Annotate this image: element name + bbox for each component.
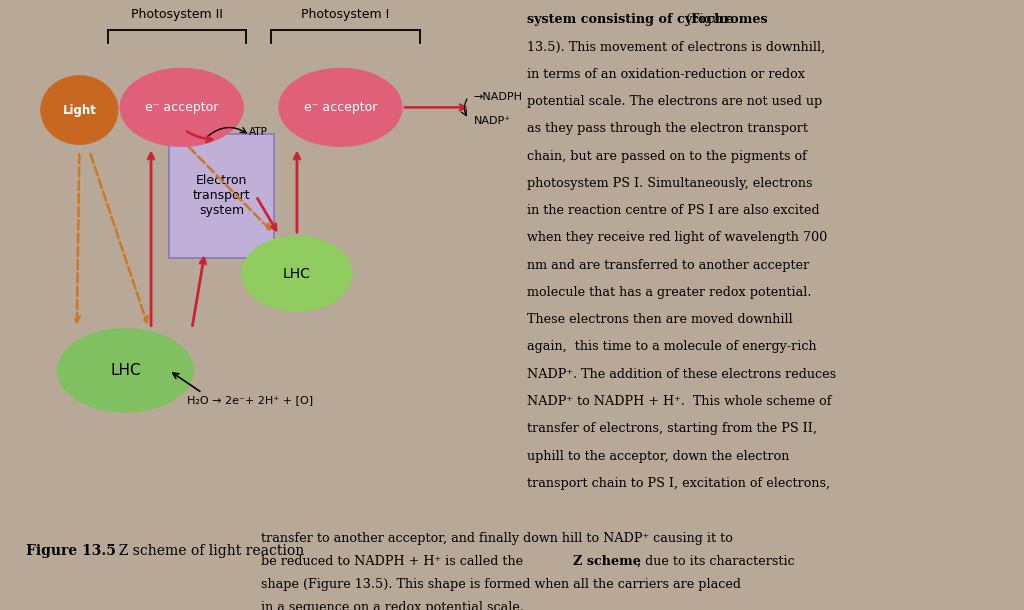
Text: Electron
transport
system: Electron transport system (193, 174, 250, 217)
Ellipse shape (242, 236, 352, 311)
Text: These electrons then are moved downhill: These electrons then are moved downhill (527, 313, 794, 326)
Text: 13.5). This movement of electrons is downhill,: 13.5). This movement of electrons is dow… (527, 40, 825, 54)
Text: transport chain to PS I, excitation of electrons,: transport chain to PS I, excitation of e… (527, 477, 830, 490)
Text: potential scale. The electrons are not used up: potential scale. The electrons are not u… (527, 95, 822, 108)
Text: Figure 13.5: Figure 13.5 (26, 544, 116, 558)
Text: molecule that has a greater redox potential.: molecule that has a greater redox potent… (527, 286, 812, 299)
Text: Z scheme of light reaction: Z scheme of light reaction (110, 544, 304, 558)
Text: again,  this time to a molecule of energy-rich: again, this time to a molecule of energy… (527, 340, 817, 353)
Text: Light: Light (62, 104, 96, 117)
Text: chain, but are passed on to the pigments of: chain, but are passed on to the pigments… (527, 149, 807, 162)
Text: shape (Figure 13.5). This shape is formed when all the carriers are placed: shape (Figure 13.5). This shape is forme… (261, 578, 741, 591)
Text: Photosystem I: Photosystem I (301, 9, 390, 21)
Text: Z scheme: Z scheme (572, 555, 640, 568)
Text: in a sequence on a redox potential scale.: in a sequence on a redox potential scale… (261, 601, 524, 610)
Ellipse shape (57, 329, 194, 412)
Text: LHC: LHC (111, 363, 140, 378)
Text: photosystem PS I. Simultaneously, electrons: photosystem PS I. Simultaneously, electr… (527, 177, 813, 190)
Text: when they receive red light of wavelength 700: when they receive red light of wavelengt… (527, 231, 827, 245)
Text: H₂O → 2e⁻+ 2H⁺ + [O]: H₂O → 2e⁻+ 2H⁺ + [O] (186, 395, 313, 405)
Text: be reduced to NADPH + H⁺ is called the: be reduced to NADPH + H⁺ is called the (261, 555, 527, 568)
Text: e⁻ acceptor: e⁻ acceptor (304, 101, 377, 114)
Ellipse shape (121, 68, 244, 146)
Text: transfer of electrons, starting from the PS II,: transfer of electrons, starting from the… (527, 422, 817, 436)
Text: NADP⁺: NADP⁺ (473, 116, 511, 126)
Text: NADP⁺ to NADPH + H⁺.  This whole scheme of: NADP⁺ to NADPH + H⁺. This whole scheme o… (527, 395, 831, 408)
Text: (Figure: (Figure (685, 13, 733, 26)
Text: LHC: LHC (283, 267, 311, 281)
Text: system consisting of cytochromes: system consisting of cytochromes (527, 13, 772, 26)
Ellipse shape (41, 76, 118, 145)
Text: as they pass through the electron transport: as they pass through the electron transp… (527, 122, 808, 135)
Text: ADP+φP: ADP+φP (175, 127, 219, 137)
Text: uphill to the acceptor, down the electron: uphill to the acceptor, down the electro… (527, 450, 790, 462)
Text: e⁻ acceptor: e⁻ acceptor (145, 101, 218, 114)
FancyBboxPatch shape (169, 134, 274, 257)
Text: ATP: ATP (249, 127, 268, 137)
Text: transfer to another acceptor, and finally down hill to NADP⁺ causing it to: transfer to another acceptor, and finall… (261, 532, 733, 545)
Text: in terms of an oxidation-reduction or redox: in terms of an oxidation-reduction or re… (527, 68, 805, 81)
Text: NADP⁺. The addition of these electrons reduces: NADP⁺. The addition of these electrons r… (527, 368, 837, 381)
Text: nm and are transferred to another accepter: nm and are transferred to another accept… (527, 259, 810, 271)
Text: , due to its characterstic: , due to its characterstic (637, 555, 795, 568)
Text: in the reaction centre of PS I are also excited: in the reaction centre of PS I are also … (527, 204, 820, 217)
Ellipse shape (279, 68, 401, 146)
Text: →NADPH: →NADPH (473, 92, 522, 102)
Text: Photosystem II: Photosystem II (131, 9, 222, 21)
